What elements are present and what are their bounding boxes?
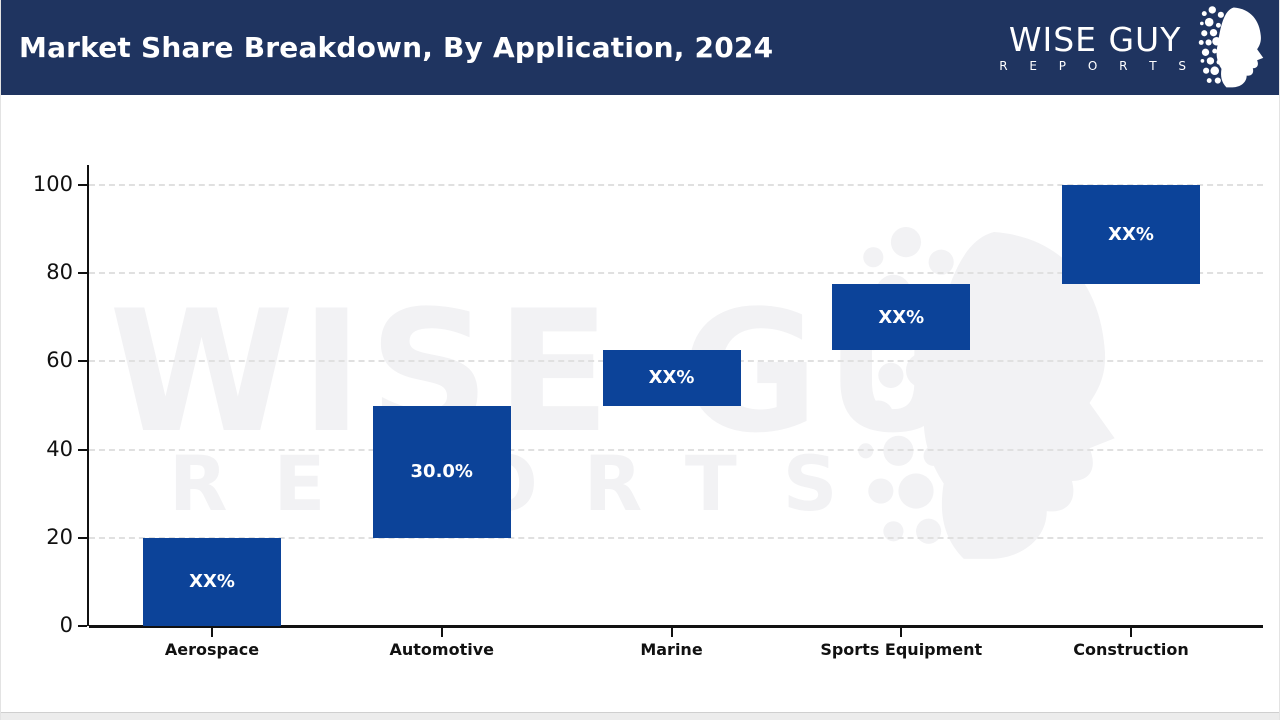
x-axis-label: Marine: [640, 640, 703, 659]
gridline: [89, 272, 1263, 275]
gridline: [89, 448, 1263, 451]
bar-value-label: 30.0%: [410, 461, 473, 483]
y-tick-mark: [78, 448, 87, 451]
x-axis-line: [89, 625, 1263, 628]
gridline: [89, 536, 1263, 539]
bar-construction: XX%: [1062, 185, 1200, 285]
y-axis-line: [87, 165, 89, 626]
x-tick-mark: [211, 628, 213, 637]
page-title: Market Share Breakdown, By Application, …: [19, 31, 774, 64]
bar-value-label: XX%: [648, 367, 695, 389]
x-axis-label: Sports Equipment: [820, 640, 983, 659]
y-tick-label: 20: [46, 524, 73, 549]
brand-logo: WISE GUY R E P O R T S: [995, 5, 1273, 91]
y-tick-label: 80: [46, 260, 73, 285]
y-tick-mark: [78, 625, 87, 627]
bar-sports-equipment: XX%: [832, 284, 971, 351]
gridline: [89, 184, 1263, 186]
x-tick-mark: [900, 628, 903, 637]
x-axis-label: Construction: [1073, 640, 1189, 659]
head-profile-icon: [1197, 5, 1273, 91]
bar-marine: XX%: [602, 350, 741, 406]
y-tick-mark: [78, 272, 87, 275]
chart-header: Market Share Breakdown, By Application, …: [1, 0, 1279, 95]
x-tick-mark: [670, 628, 673, 637]
brand-wordmark: WISE GUY R E P O R T S: [995, 23, 1195, 72]
y-tick-label: 60: [46, 348, 73, 373]
bar-automotive: 30.0%: [372, 405, 511, 538]
y-tick-label: 40: [46, 436, 73, 461]
x-tick-mark: [1130, 628, 1132, 637]
x-axis-label: Aerospace: [164, 640, 260, 659]
x-axis-label: Automotive: [389, 640, 495, 659]
y-tick-mark: [78, 184, 87, 186]
bar-aerospace: XX%: [143, 537, 281, 626]
y-tick-mark: [78, 360, 87, 363]
bottom-strip: [1, 712, 1279, 720]
watermark-subtitle: REPORTS: [169, 439, 884, 528]
y-tick-label: 100: [32, 172, 73, 196]
y-tick-label: 0: [59, 613, 73, 637]
y-tick-mark: [78, 536, 87, 539]
bar-value-label: XX%: [1108, 224, 1154, 246]
x-tick-mark: [440, 628, 443, 637]
brand-subtitle: R E P O R T S: [999, 59, 1195, 73]
brand-name: WISE GUY: [1008, 20, 1182, 59]
bar-value-label: XX%: [189, 571, 235, 593]
bar-value-label: XX%: [878, 306, 925, 328]
